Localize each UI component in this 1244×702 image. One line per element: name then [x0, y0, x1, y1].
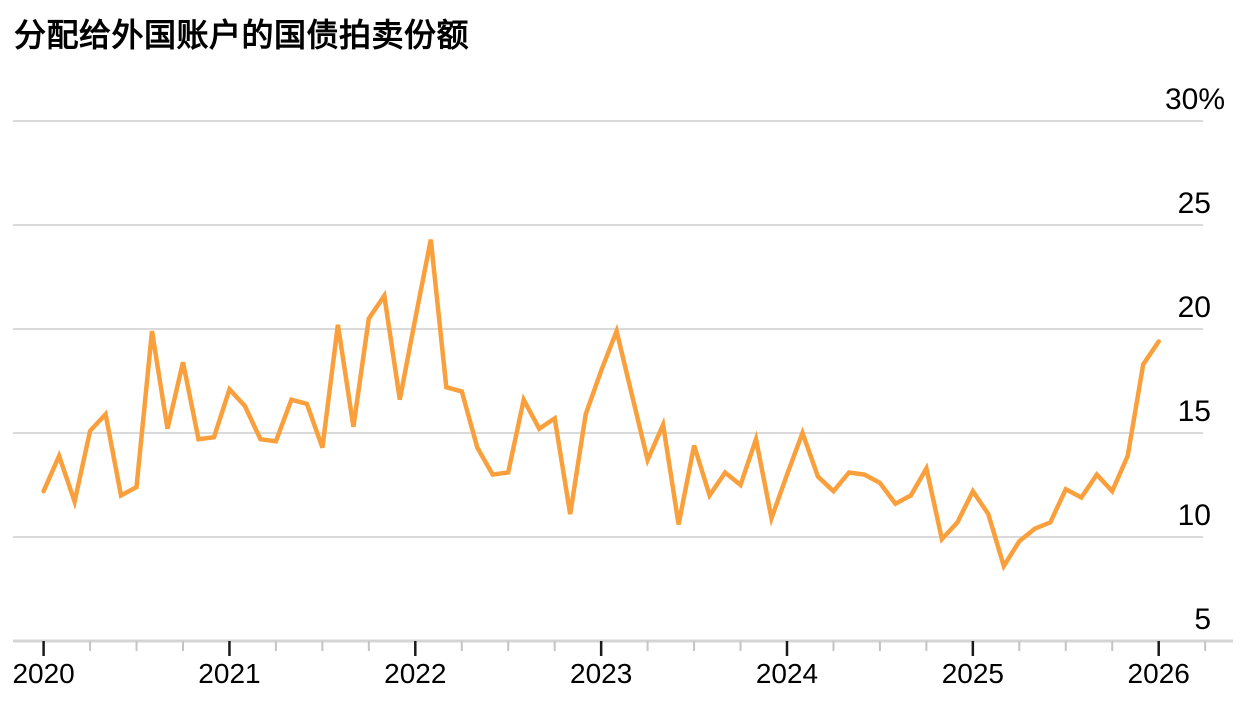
y-axis-label-10: 10	[1178, 499, 1211, 532]
x-axis-label-2026: 2026	[1128, 658, 1190, 689]
y-axis-label-25: 25	[1178, 187, 1211, 220]
y-axis-label-15: 15	[1178, 395, 1211, 428]
foreign-allotment-line-series	[41, 239, 1161, 572]
x-axis-label-2020: 2020	[12, 658, 74, 689]
x-axis-label-2021: 2021	[198, 658, 260, 689]
x-axis-label-2023: 2023	[570, 658, 632, 689]
x-axis-label-2025: 2025	[942, 658, 1004, 689]
y-axis-label-5: 5	[1194, 603, 1211, 636]
y-axis-label-20: 20	[1178, 291, 1211, 324]
chart-title: 分配给外国账户的国债拍卖份额	[14, 17, 470, 53]
x-axis-label-2022: 2022	[384, 658, 446, 689]
y-axis-label-30: 30%	[1165, 83, 1225, 116]
x-axis-label-2024: 2024	[756, 658, 818, 689]
